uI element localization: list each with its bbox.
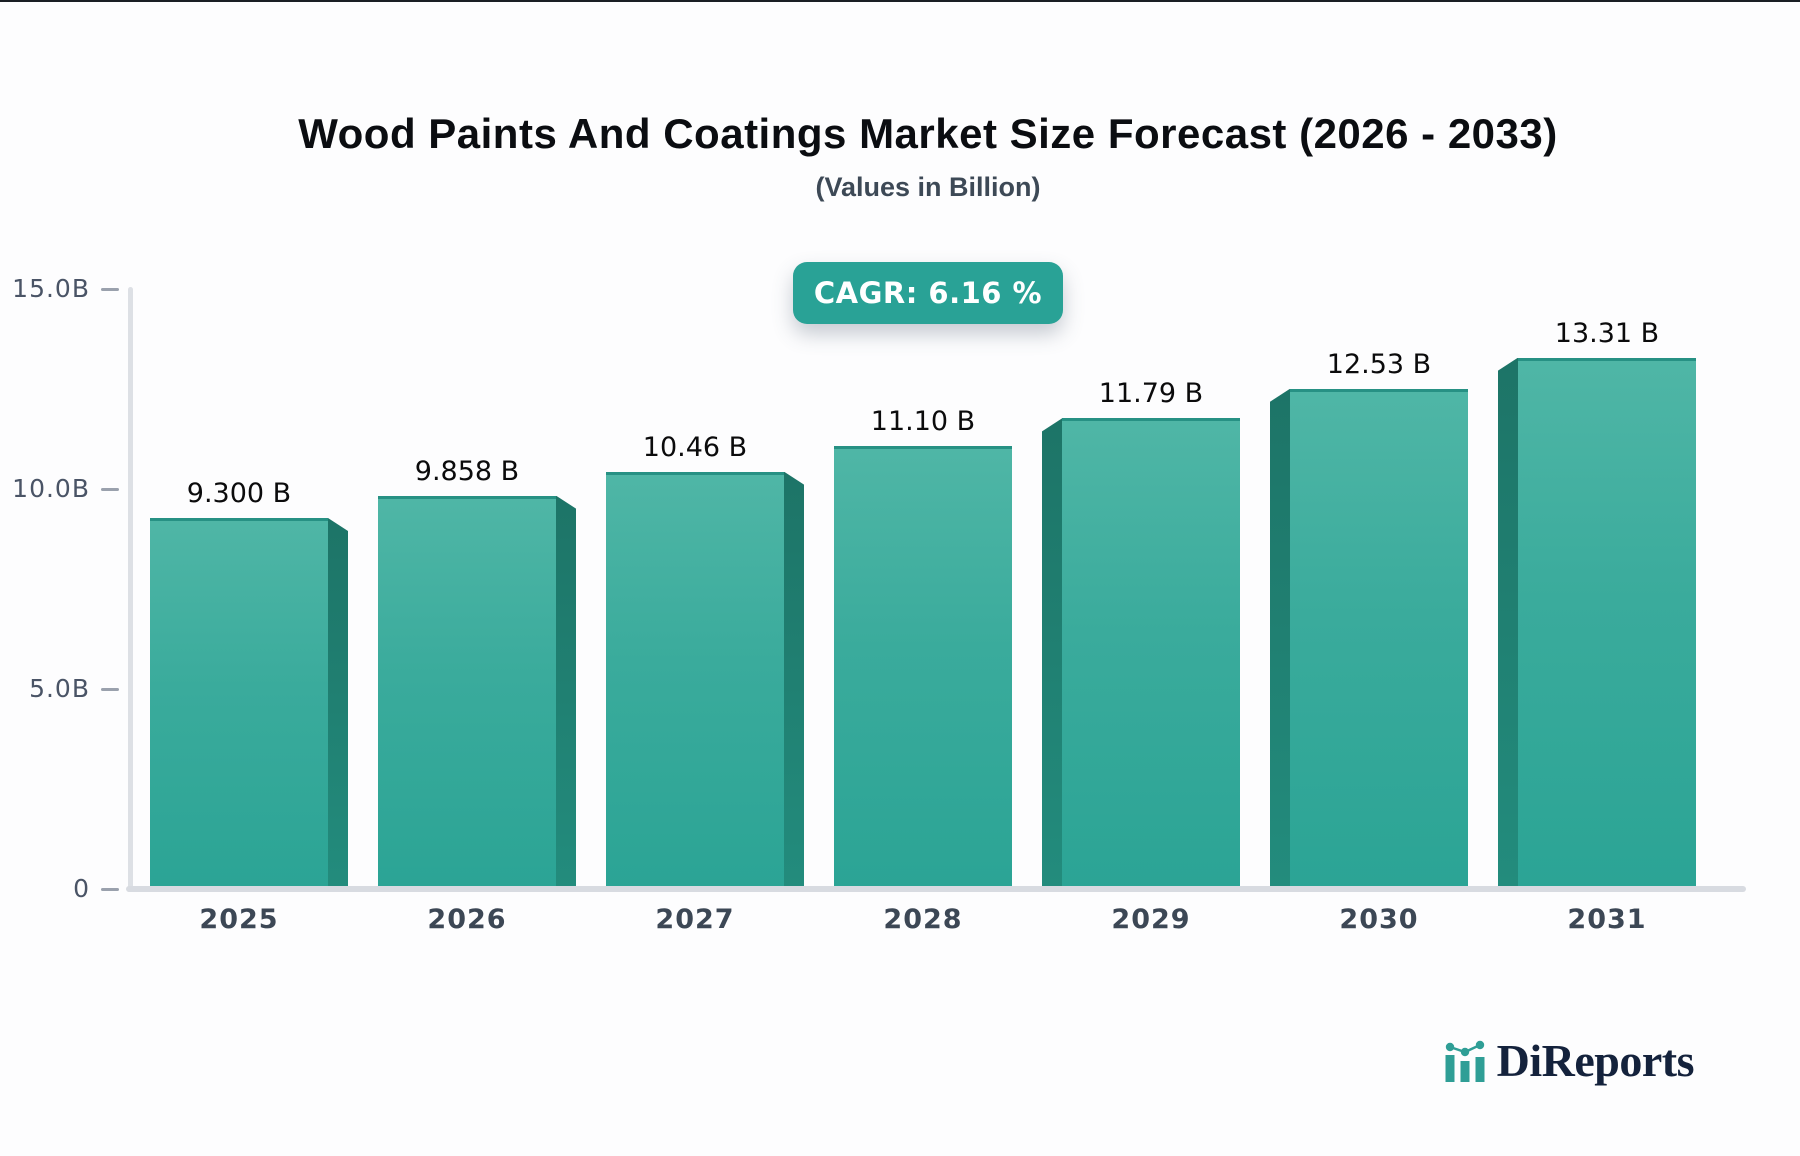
bar xyxy=(150,518,328,890)
bar-value-label: 11.10 B xyxy=(870,406,976,437)
bar-value-label: 10.46 B xyxy=(642,431,748,463)
x-axis-label: 2031 xyxy=(1567,904,1647,935)
y-axis-tick-mark xyxy=(101,488,119,491)
bar-3d-side xyxy=(328,518,348,890)
bar-value-label: 13.31 B xyxy=(1554,317,1660,349)
bar-3d-side xyxy=(1498,357,1518,890)
bar-3d-side xyxy=(784,471,804,890)
bar xyxy=(834,446,1012,890)
chart-subtitle: (Values in Billion) xyxy=(815,172,1041,202)
bar-value-label: 9.300 B xyxy=(186,478,292,509)
x-axis-line xyxy=(126,886,1746,892)
bar xyxy=(1062,418,1240,890)
bar-3d-side xyxy=(556,495,576,890)
bar-3d-side xyxy=(1270,388,1290,890)
top-edge-line xyxy=(0,0,1800,2)
y-axis-tick-label: 10.0B xyxy=(12,474,90,503)
bar xyxy=(1290,388,1468,890)
x-axis-label: 2030 xyxy=(1339,904,1419,935)
bar xyxy=(1518,357,1696,890)
y-axis-line xyxy=(128,287,133,891)
y-axis-tick-label: 5.0B xyxy=(29,674,90,703)
y-axis-tick-label: 0 xyxy=(73,874,90,903)
chart-title: Wood Paints And Coatings Market Size For… xyxy=(298,110,1558,157)
cagr-badge: CAGR: 6.16 % xyxy=(793,262,1063,324)
bar-value-label: 11.79 B xyxy=(1098,378,1204,410)
x-axis-label: 2026 xyxy=(427,904,507,935)
bar xyxy=(378,495,556,890)
bar-value-label: 9.858 B xyxy=(414,455,520,487)
y-axis-tick-mark xyxy=(101,288,119,291)
y-axis-tick-mark xyxy=(101,888,119,891)
x-axis-label: 2028 xyxy=(883,904,963,935)
y-axis-tick-label: 15.0B xyxy=(12,274,90,303)
bar-value-label: 12.53 B xyxy=(1326,348,1432,380)
mini-bar-chart-icon xyxy=(1445,1040,1485,1082)
bar xyxy=(606,471,784,890)
brand-logo: DiReports xyxy=(1443,1032,1695,1090)
y-axis-tick-mark xyxy=(101,688,119,691)
bar-3d-side xyxy=(1042,418,1062,890)
x-axis-label: 2029 xyxy=(1111,904,1191,935)
x-axis-label: 2025 xyxy=(199,904,279,935)
cagr-badge-label: CAGR: 6.16 % xyxy=(813,276,1043,310)
brand-logo-text: DiReports xyxy=(1496,1035,1695,1086)
x-axis-label: 2027 xyxy=(655,904,735,935)
